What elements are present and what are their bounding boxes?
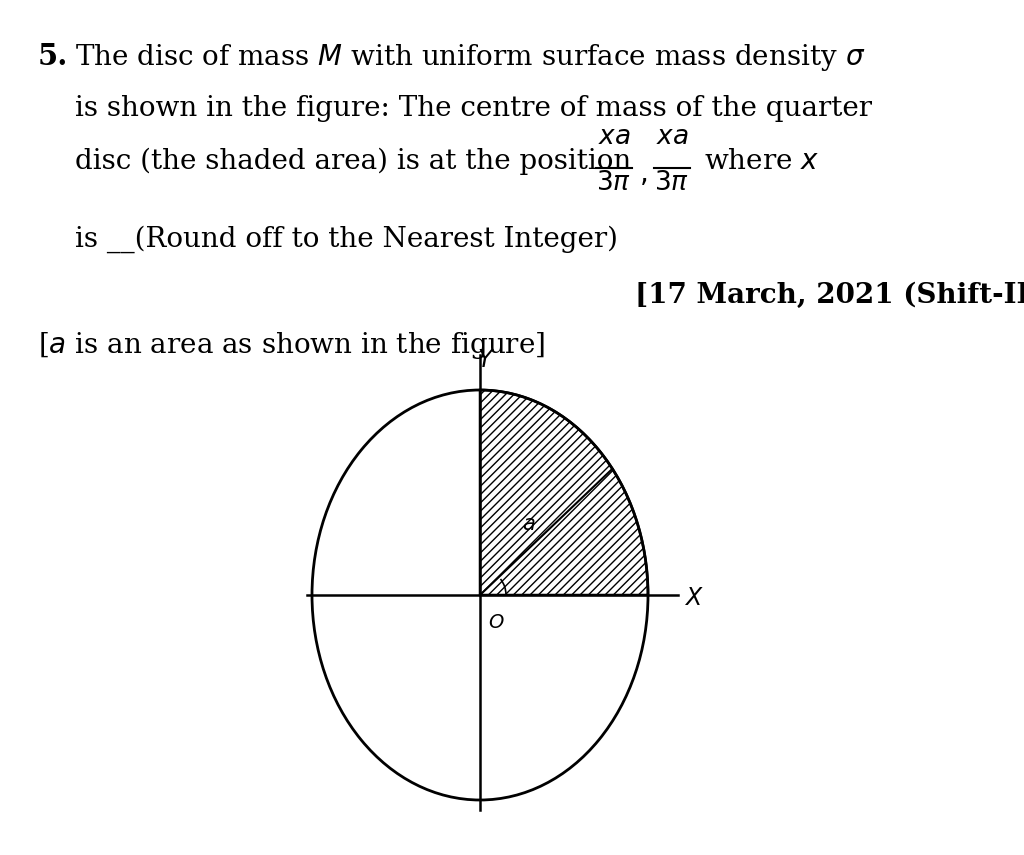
Text: $Y$: $Y$ <box>477 348 495 372</box>
Text: $a$: $a$ <box>522 515 536 534</box>
Text: disc (the shaded area) is at the position: disc (the shaded area) is at the positio… <box>75 148 631 175</box>
Text: $X$: $X$ <box>684 586 703 610</box>
Text: where $x$: where $x$ <box>705 148 819 175</box>
Text: is __(Round off to the Nearest Integer): is __(Round off to the Nearest Integer) <box>75 225 618 252</box>
Text: [17 March, 2021 (Shift-II)]: [17 March, 2021 (Shift-II)] <box>635 282 1024 309</box>
Text: $xa$: $xa$ <box>655 124 688 150</box>
Text: [$a$ is an area as shown in the figure]: [$a$ is an area as shown in the figure] <box>38 330 545 361</box>
Text: $3\pi$: $3\pi$ <box>654 170 689 196</box>
Text: 5.: 5. <box>38 42 69 71</box>
Text: ,: , <box>640 160 649 188</box>
Text: is shown in the figure: The centre of mass of the quarter: is shown in the figure: The centre of ma… <box>75 95 872 122</box>
Text: $O$: $O$ <box>488 613 505 632</box>
Text: The disc of mass $M$ with uniform surface mass density $\sigma$: The disc of mass $M$ with uniform surfac… <box>75 42 865 73</box>
Text: $3\pi$: $3\pi$ <box>597 170 632 196</box>
Text: $xa$: $xa$ <box>598 124 631 150</box>
